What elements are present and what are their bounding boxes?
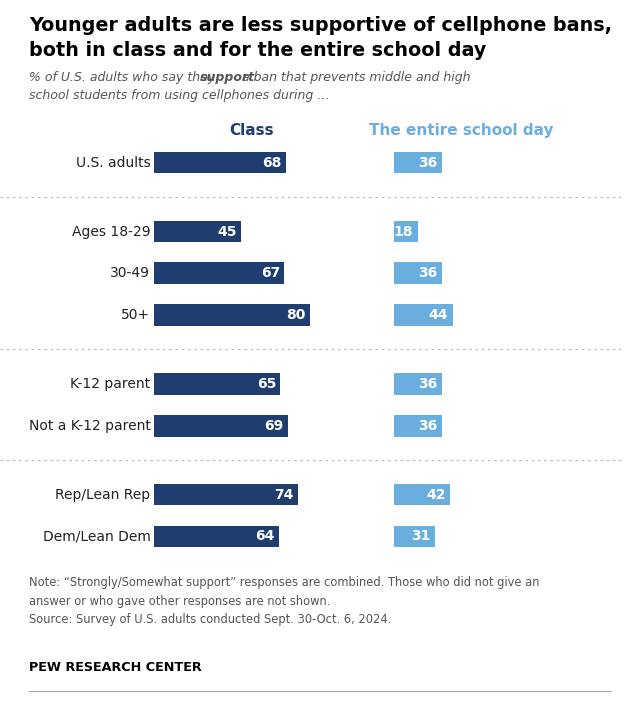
Bar bbox=[154, 484, 298, 506]
Text: 50+: 50+ bbox=[121, 308, 150, 322]
Text: 36: 36 bbox=[419, 419, 438, 433]
Text: both in class and for the entire school day: both in class and for the entire school … bbox=[29, 41, 486, 60]
Text: 64: 64 bbox=[255, 530, 274, 544]
Bar bbox=[394, 484, 450, 506]
Text: school students from using cellphones during …: school students from using cellphones du… bbox=[29, 89, 330, 102]
Text: % of U.S. adults who say they: % of U.S. adults who say they bbox=[29, 71, 219, 83]
Text: 30-49: 30-49 bbox=[110, 267, 150, 280]
Text: Class: Class bbox=[229, 122, 273, 138]
Text: 68: 68 bbox=[262, 156, 282, 170]
Bar bbox=[154, 262, 284, 284]
Text: 44: 44 bbox=[429, 308, 448, 322]
Text: 18: 18 bbox=[394, 225, 413, 238]
Text: Source: Survey of U.S. adults conducted Sept. 30-Oct. 6, 2024.: Source: Survey of U.S. adults conducted … bbox=[29, 613, 391, 626]
Bar bbox=[394, 415, 442, 436]
Text: Rep/Lean Rep: Rep/Lean Rep bbox=[55, 488, 150, 501]
Text: answer or who gave other responses are not shown.: answer or who gave other responses are n… bbox=[29, 595, 330, 607]
Bar bbox=[154, 304, 310, 326]
Bar bbox=[394, 373, 442, 395]
Bar bbox=[154, 415, 288, 436]
Text: 36: 36 bbox=[419, 156, 438, 170]
Text: Ages 18-29: Ages 18-29 bbox=[72, 225, 150, 238]
Text: Not a K-12 parent: Not a K-12 parent bbox=[29, 419, 150, 433]
Text: 31: 31 bbox=[412, 530, 431, 544]
Text: Dem/Lean Dem: Dem/Lean Dem bbox=[42, 530, 150, 544]
Text: PEW RESEARCH CENTER: PEW RESEARCH CENTER bbox=[29, 661, 202, 674]
Bar bbox=[394, 304, 452, 326]
Bar bbox=[154, 525, 278, 547]
Text: K-12 parent: K-12 parent bbox=[70, 377, 150, 391]
Text: 69: 69 bbox=[264, 419, 284, 433]
Bar bbox=[394, 152, 442, 173]
Text: 45: 45 bbox=[218, 225, 237, 238]
Text: 36: 36 bbox=[419, 377, 438, 391]
Text: Younger adults are less supportive of cellphone bans,: Younger adults are less supportive of ce… bbox=[29, 16, 612, 35]
Bar bbox=[154, 221, 241, 243]
Bar bbox=[394, 262, 442, 284]
Text: 80: 80 bbox=[286, 308, 305, 322]
Bar bbox=[154, 152, 286, 173]
Text: support: support bbox=[200, 71, 255, 83]
Text: 36: 36 bbox=[419, 267, 438, 280]
Text: 67: 67 bbox=[260, 267, 280, 280]
Bar bbox=[394, 525, 435, 547]
Text: The entire school day: The entire school day bbox=[369, 122, 553, 138]
Text: a ban that prevents middle and high: a ban that prevents middle and high bbox=[238, 71, 470, 83]
Text: U.S. adults: U.S. adults bbox=[76, 156, 150, 170]
Text: 74: 74 bbox=[274, 488, 294, 501]
Text: 65: 65 bbox=[257, 377, 276, 391]
Bar bbox=[394, 221, 418, 243]
Text: 42: 42 bbox=[426, 488, 445, 501]
Bar bbox=[154, 373, 280, 395]
Text: Note: “Strongly/Somewhat support” responses are combined. Those who did not give: Note: “Strongly/Somewhat support” respon… bbox=[29, 576, 540, 589]
